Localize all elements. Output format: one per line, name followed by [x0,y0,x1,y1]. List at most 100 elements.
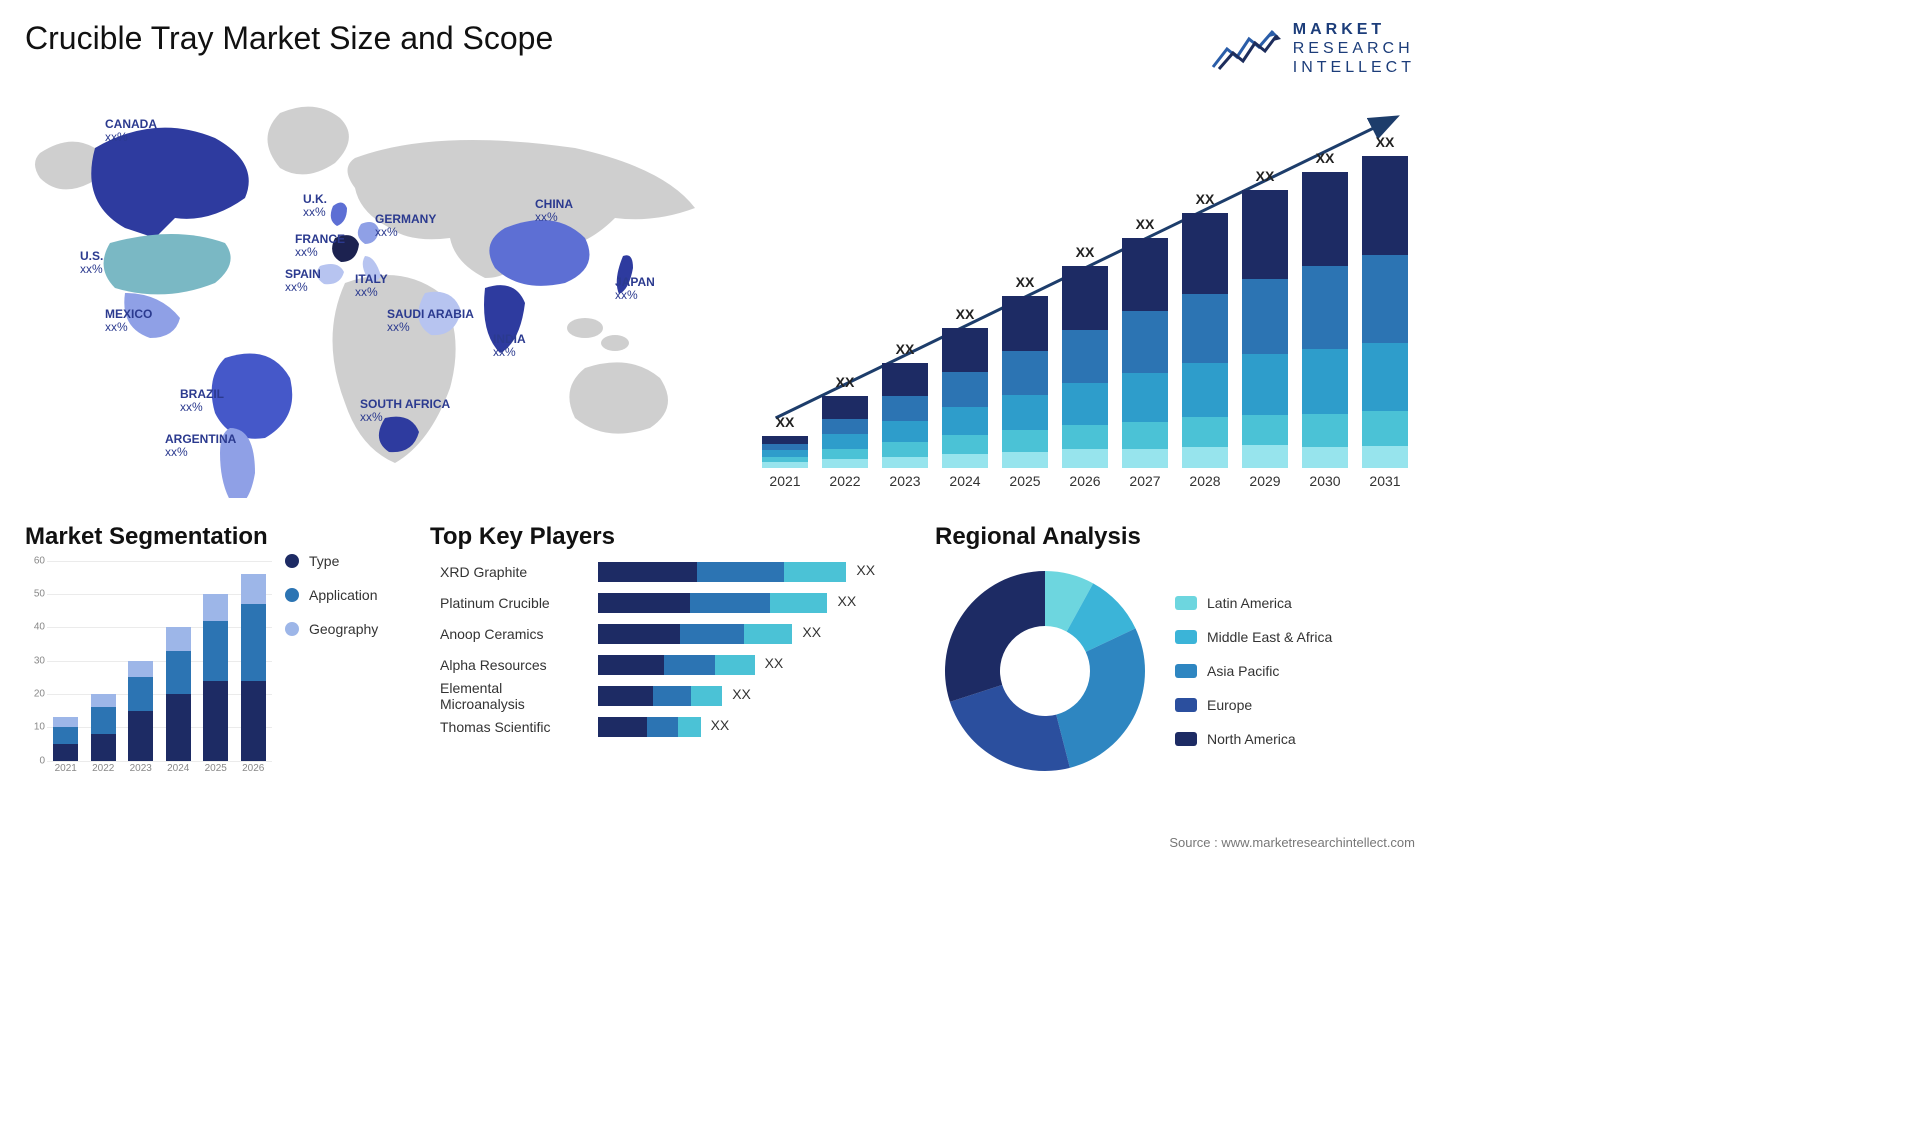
forecast-year-label: 2029 [1235,473,1295,498]
regional-donut [935,561,1155,781]
map-label: JAPANxx% [615,276,655,302]
forecast-value-label: XX [1376,134,1395,150]
forecast-value-label: XX [896,341,915,357]
seg-bar [53,717,78,760]
forecast-year-label: 2025 [995,473,1055,498]
forecast-bars: XXXXXXXXXXXXXXXXXXXXXX [755,118,1415,468]
forecast-year-label: 2024 [935,473,995,498]
seg-year-label: 2021 [47,763,85,781]
player-value: XX [765,655,784,671]
regional-legend-item: Middle East & Africa [1175,629,1332,645]
player-value: XX [711,717,730,733]
forecast-bar [1302,172,1349,468]
seg-ytick: 20 [25,688,45,699]
player-row: XRD Graphite XX [440,561,900,583]
seg-year-label: 2022 [85,763,123,781]
player-value: XX [838,593,857,609]
segmentation-title: Market Segmentation [25,523,405,551]
forecast-bar [882,363,929,468]
seg-year-label: 2026 [235,763,273,781]
world-map: CANADAxx%U.S.xx%MEXICOxx%BRAZILxx%ARGENT… [25,98,725,498]
key-players-title: Top Key Players [430,523,910,551]
brand-logo: MARKET RESEARCH INTELLECT [1211,20,1415,78]
player-bar [598,655,755,675]
map-label: CHINAxx% [535,198,573,224]
player-row: Alpha Resources XX [440,654,900,676]
seg-year-label: 2025 [197,763,235,781]
forecast-bar [1122,238,1169,468]
seg-bar [128,661,153,761]
forecast-year-label: 2027 [1115,473,1175,498]
forecast-value-label: XX [836,374,855,390]
map-label: GERMANYxx% [375,213,436,239]
donut-slice [1056,628,1145,767]
regional-title: Regional Analysis [935,523,1415,551]
forecast-bar [1242,190,1289,468]
regional-legend-item: North America [1175,731,1332,747]
header: Crucible Tray Market Size and Scope MARK… [25,20,1415,78]
page-title: Crucible Tray Market Size and Scope [25,20,553,57]
regional-legend-item: Europe [1175,697,1332,713]
forecast-value-label: XX [776,414,795,430]
forecast-year-label: 2028 [1175,473,1235,498]
player-value: XX [802,624,821,640]
player-value: XX [856,562,875,578]
forecast-year-label: 2030 [1295,473,1355,498]
player-name: Platinum Crucible [440,595,590,611]
player-name: Anoop Ceramics [440,626,590,642]
seg-legend-item: Type [285,553,378,569]
player-row: Elemental MicroanalysisXX [440,685,900,707]
map-label: SPAINxx% [285,268,321,294]
regional-legend: Latin America Middle East & Africa Asia Pa… [1175,595,1332,747]
seg-ytick: 0 [25,755,45,766]
logo-line1: MARKET [1293,20,1415,39]
forecast-value-label: XX [1256,168,1275,184]
forecast-value-label: XX [1196,191,1215,207]
forecast-year-label: 2022 [815,473,875,498]
donut-slice [950,684,1070,770]
forecast-bar [942,328,989,468]
seg-ytick: 30 [25,655,45,666]
seg-year-label: 2023 [122,763,160,781]
key-players-panel: Top Key Players XRD Graphite XX Platinum C… [430,523,910,781]
player-row: Anoop Ceramics XX [440,623,900,645]
player-bar [598,624,792,644]
forecast-bar [822,396,869,468]
key-players-list: XRD GraphiteXXPlatinum CrucibleXXAnoop C… [430,561,910,738]
map-label: U.K.xx% [303,193,327,219]
player-bar [598,717,701,737]
map-label: INDIAxx% [493,333,526,359]
segmentation-panel: Market Segmentation 0102030405060 202120… [25,523,405,781]
regional-legend-item: Asia Pacific [1175,663,1332,679]
seg-bar [166,627,191,760]
forecast-value-label: XX [1136,216,1155,232]
player-bar [598,686,722,706]
player-name: XRD Graphite [440,564,590,580]
seg-bar [91,694,116,761]
forecast-bar [762,436,809,468]
forecast-bar [1062,266,1109,468]
map-label: U.S.xx% [80,250,103,276]
regional-legend-item: Latin America [1175,595,1332,611]
seg-ytick: 40 [25,622,45,633]
source-text: Source : www.marketresearchintellect.com [1169,835,1415,850]
player-name: Thomas Scientific [440,719,590,735]
map-label: BRAZILxx% [180,388,224,414]
map-label: CANADAxx% [105,118,157,144]
segmentation-legend: TypeApplicationGeography [285,553,378,637]
player-bar [598,562,846,582]
logo-icon [1211,27,1281,71]
seg-legend-item: Application [285,587,378,603]
player-name: Alpha Resources [440,657,590,673]
player-name: Elemental Microanalysis [440,680,590,712]
logo-line3: INTELLECT [1293,58,1415,77]
forecast-year-label: 2026 [1055,473,1115,498]
forecast-chart: XXXXXXXXXXXXXXXXXXXXXX 20212022202320242… [755,98,1415,498]
forecast-value-label: XX [956,306,975,322]
seg-ytick: 10 [25,722,45,733]
forecast-xaxis: 2021202220232024202520262027202820292030… [755,473,1415,498]
forecast-year-label: 2031 [1355,473,1415,498]
logo-line2: RESEARCH [1293,39,1415,58]
forecast-bar [1002,296,1049,468]
forecast-bar [1362,156,1409,468]
